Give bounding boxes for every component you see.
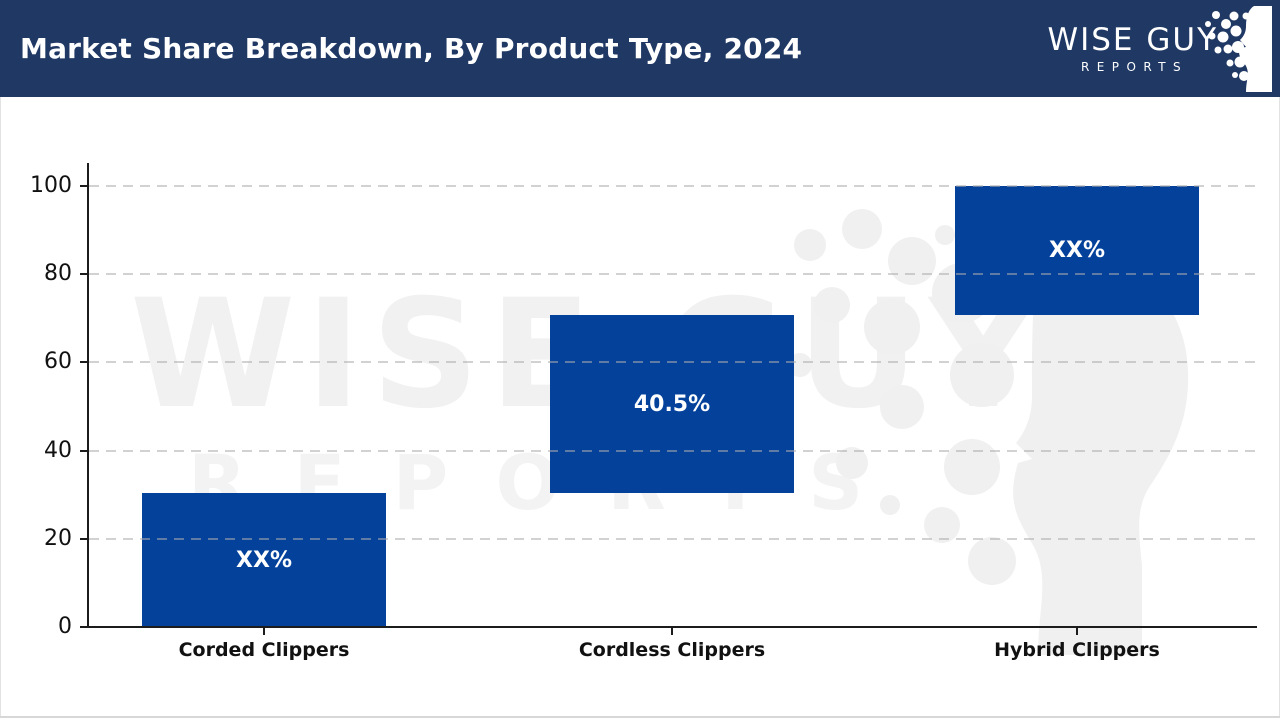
y-tick-mark — [80, 361, 88, 364]
gridline — [89, 185, 1256, 187]
bar-corded-clippers: XX% — [142, 493, 386, 627]
x-category-label: Corded Clippers — [178, 639, 350, 661]
y-tick-label: 40 — [44, 437, 72, 463]
bar-cordless-clippers: 40.5% — [550, 314, 794, 494]
bottom-rule — [0, 716, 1280, 718]
gridline — [89, 449, 1256, 452]
brand-logo: WISE GUY REPORTS — [1047, 24, 1218, 74]
y-tick-label: 80 — [44, 261, 72, 287]
left-edge-line — [0, 97, 1, 717]
y-axis-line — [87, 163, 89, 627]
page-title: Market Share Breakdown, By Product Type,… — [20, 32, 803, 65]
y-tick-label: 100 — [30, 173, 72, 198]
x-category-label: Cordless Clippers — [578, 639, 766, 661]
y-tick-mark — [80, 626, 88, 628]
y-tick-mark — [80, 449, 88, 452]
y-tick-label: 0 — [58, 614, 72, 639]
y-tick-label: 60 — [44, 349, 72, 375]
chart-plot-area: 0 20 40 60 80 100 XX% 40.5% XX% Corded Clippers… — [0, 97, 1280, 720]
gridline — [89, 273, 1256, 276]
x-axis-line — [87, 626, 1257, 628]
gridline — [89, 361, 1256, 364]
bar-value-label: 40.5% — [633, 391, 711, 417]
y-tick-mark — [80, 273, 88, 276]
brand-logo-subtitle: REPORTS — [1080, 59, 1189, 74]
bar-value-label: XX% — [236, 547, 292, 573]
bar-value-label: XX% — [1049, 237, 1105, 263]
header-bar: Market Share Breakdown, By Product Type,… — [0, 0, 1280, 97]
y-tick-label: 20 — [44, 525, 72, 551]
y-tick-mark — [80, 185, 88, 187]
brand-logo-name: WISE GUY — [1047, 22, 1218, 58]
bar-hybrid-clippers: XX% — [955, 186, 1199, 315]
brand-face-icon — [1205, 6, 1272, 92]
x-tick-mark — [1076, 628, 1078, 635]
y-tick-mark — [80, 537, 88, 540]
watermark-face-icon — [788, 209, 1189, 655]
gridline — [89, 537, 1256, 540]
x-category-label: Hybrid Clippers — [994, 639, 1160, 661]
x-tick-mark — [671, 628, 673, 635]
x-tick-mark — [263, 628, 265, 635]
